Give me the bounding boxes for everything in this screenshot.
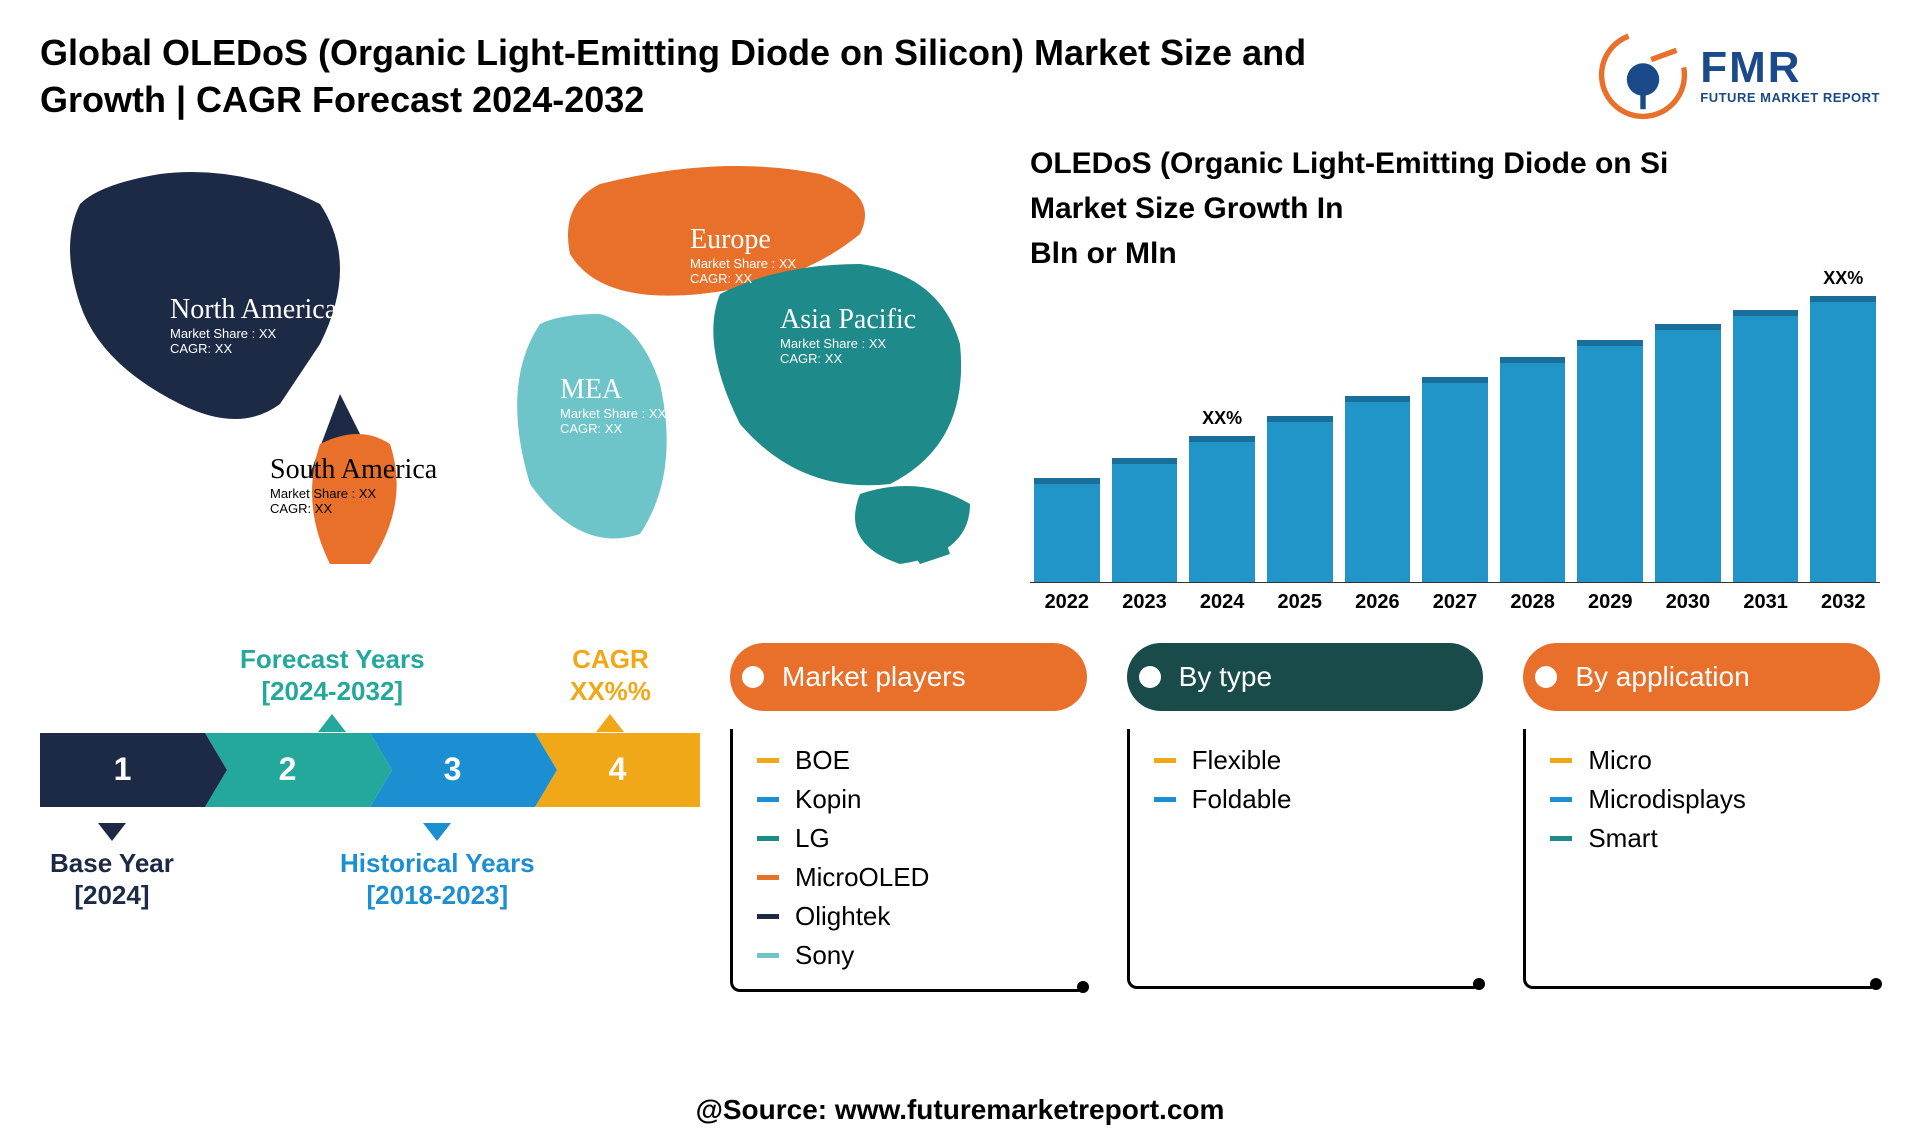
- bar-2028: 2028: [1500, 357, 1566, 581]
- pill-col-0: Market players BOE Kopin LG MicroOLED Olighte…: [730, 643, 1087, 992]
- list-item: Foldable: [1154, 784, 1474, 815]
- pill-header: Market players: [730, 643, 1087, 711]
- bar-2022: 2022: [1034, 478, 1100, 582]
- timeline: Forecast Years [2024-2032] CAGR XX%% 123…: [40, 643, 700, 992]
- region-label-north-america: North AmericaMarket Share : XXCAGR: XX: [170, 294, 337, 356]
- list-frame: BOE Kopin LG MicroOLED Olightek Sony: [730, 729, 1087, 992]
- bar-2026: 2026: [1345, 396, 1411, 581]
- logo: FMR FUTURE MARKET REPORT: [1598, 30, 1880, 120]
- list-item: Microdisplays: [1550, 784, 1870, 815]
- bar-2027: 2027: [1422, 377, 1488, 582]
- timeline-step-4: 4: [535, 733, 700, 807]
- logo-icon: [1598, 30, 1688, 120]
- list-frame: Flexible Foldable: [1127, 729, 1484, 989]
- pill-header: By type: [1127, 643, 1484, 711]
- list-item: BOE: [757, 745, 1077, 776]
- list-item: MicroOLED: [757, 862, 1077, 893]
- list-item: Flexible: [1154, 745, 1474, 776]
- pill-col-1: By type Flexible Foldable: [1127, 643, 1484, 992]
- chart-title-3: Bln or Mln: [1030, 234, 1880, 273]
- pill-col-2: By application Micro Microdisplays Smart: [1523, 643, 1880, 992]
- forecast-label: Forecast Years [2024-2032]: [240, 643, 425, 732]
- chart-title-2: Market Size Growth In: [1030, 189, 1880, 228]
- region-label-europe: EuropeMarket Share : XXCAGR: XX: [690, 224, 796, 286]
- timeline-step-1: 1: [40, 733, 205, 807]
- logo-subtitle: FUTURE MARKET REPORT: [1700, 90, 1880, 105]
- historical-label: Historical Years [2018-2023]: [340, 823, 535, 912]
- timeline-step-3: 3: [370, 733, 535, 807]
- logo-acronym: FMR: [1700, 46, 1880, 90]
- bar-2032: XX%2032: [1810, 296, 1876, 582]
- page-title: Global OLEDoS (Organic Light-Emitting Di…: [40, 30, 1420, 124]
- bar-2031: 2031: [1733, 310, 1799, 582]
- bar-2030: 2030: [1655, 324, 1721, 582]
- region-label-mea: MEAMarket Share : XXCAGR: XX: [560, 374, 666, 436]
- bar-chart: OLEDoS (Organic Light-Emitting Diode on …: [1030, 144, 1880, 583]
- list-frame: Micro Microdisplays Smart: [1523, 729, 1880, 989]
- bar-2029: 2029: [1577, 340, 1643, 581]
- world-map: North AmericaMarket Share : XXCAGR: XX So…: [40, 144, 1000, 574]
- region-label-asia-pacific: Asia PacificMarket Share : XXCAGR: XX: [780, 304, 916, 366]
- list-item: Smart: [1550, 823, 1870, 854]
- region-label-south-america: South AmericaMarket Share : XXCAGR: XX: [270, 454, 437, 516]
- bar-2024: XX%2024: [1189, 436, 1255, 582]
- list-item: LG: [757, 823, 1077, 854]
- chart-title-1: OLEDoS (Organic Light-Emitting Diode on …: [1030, 144, 1880, 183]
- pill-header: By application: [1523, 643, 1880, 711]
- list-item: Olightek: [757, 901, 1077, 932]
- timeline-step-2: 2: [205, 733, 370, 807]
- list-item: Micro: [1550, 745, 1870, 776]
- bar-2023: 2023: [1112, 458, 1178, 582]
- bar-2025: 2025: [1267, 416, 1333, 582]
- list-item: Sony: [757, 940, 1077, 971]
- cagr-label: CAGR XX%%: [570, 643, 651, 732]
- list-item: Kopin: [757, 784, 1077, 815]
- source-text: @Source: www.futuremarketreport.com: [0, 1094, 1920, 1126]
- base-label: Base Year [2024]: [50, 823, 174, 912]
